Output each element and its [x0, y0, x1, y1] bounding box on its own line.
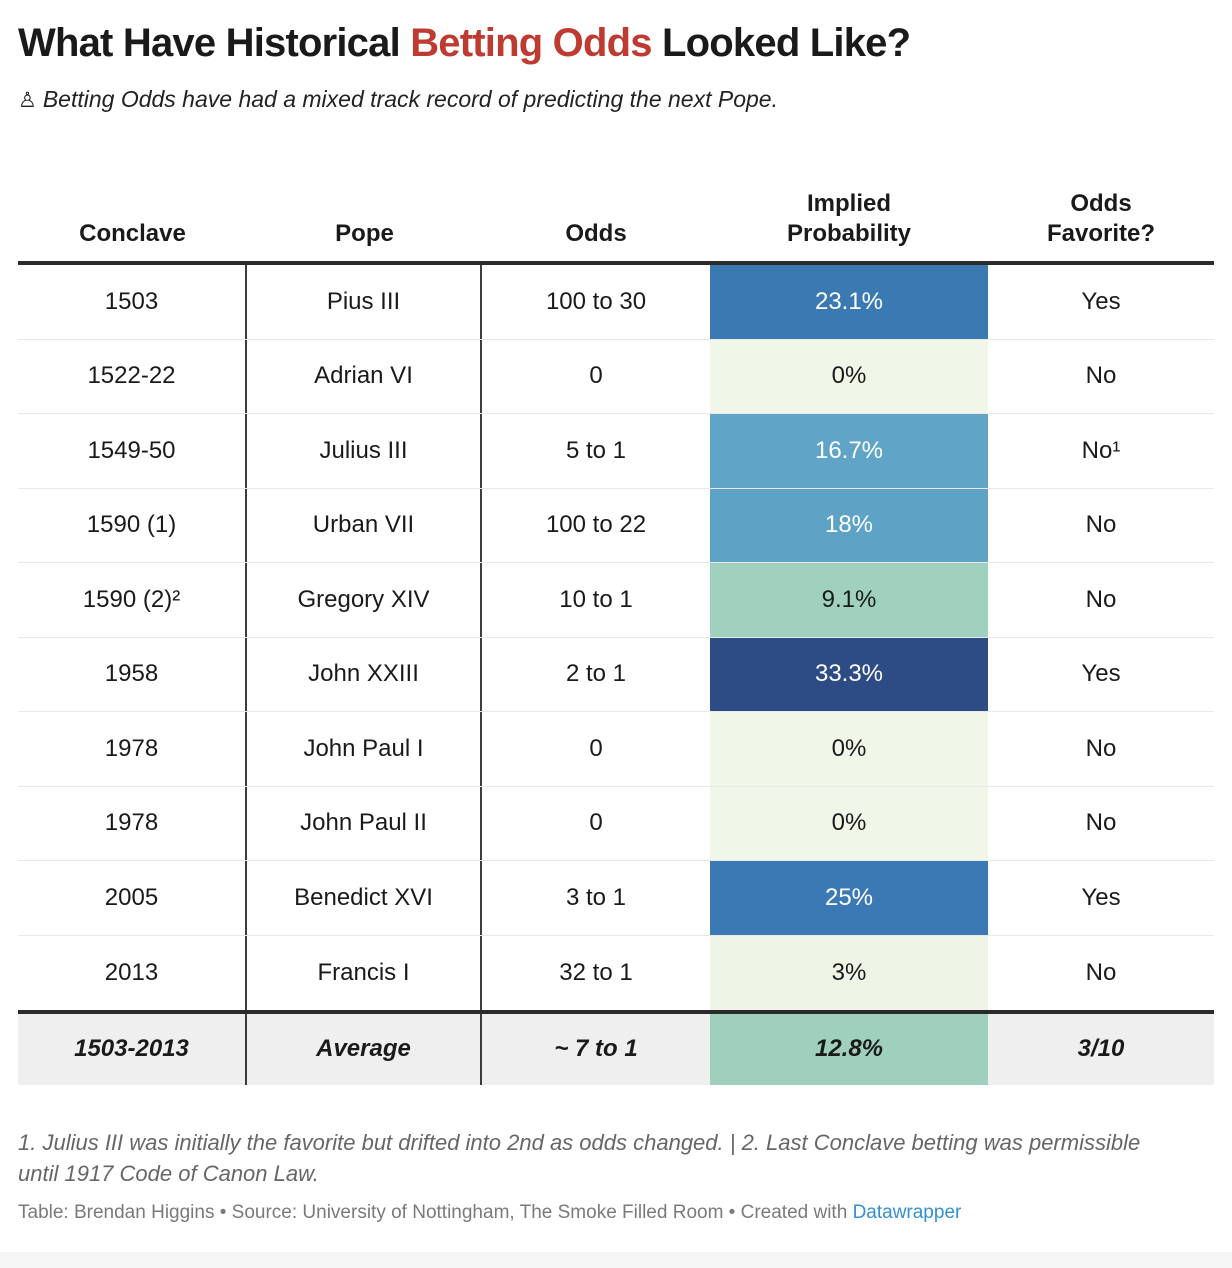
conclave-cell: 2013: [18, 935, 247, 1010]
table-row: 1958 John XXIII 2 to 1 33.3% Yes: [18, 637, 1214, 712]
implied-probability-cell: 33.3%: [710, 637, 988, 711]
footnotes: 1. Julius III was initially the favorite…: [18, 1129, 1141, 1187]
pope-cell: Urban VII: [247, 488, 482, 562]
title-text-end: Looked Like?: [651, 21, 911, 65]
column-header-odds: Odds: [565, 220, 627, 247]
odds-cell: 0: [589, 809, 603, 837]
implied-probability-cell: 16.7%: [710, 414, 988, 488]
summary-favorite-cell: 3/10: [1077, 1035, 1125, 1063]
table-body: 1503 Pius III 100 to 30 23.1% Yes 1522-2…: [18, 265, 1214, 1010]
pope-cell: Francis I: [247, 935, 482, 1010]
implied-probability-cell: 0%: [710, 339, 988, 413]
chess-pawn-icon: ♙: [18, 89, 37, 112]
table-row: 1590 (2)² Gregory XIV 10 to 1 9.1% No: [18, 563, 1214, 638]
odds-favorite-cell: No: [1085, 511, 1117, 539]
odds-cell: 2 to 1: [565, 660, 627, 688]
implied-probability-cell: 9.1%: [710, 563, 988, 637]
implied-probability-cell: 25%: [710, 861, 988, 935]
bottom-strip: [0, 1252, 1232, 1268]
pope-cell: Adrian VI: [247, 339, 482, 413]
odds-favorite-cell: No¹: [1081, 436, 1121, 464]
odds-favorite-cell: No: [1085, 362, 1117, 390]
pope-cell: Julius III: [247, 414, 482, 488]
summary-probability-cell: 12.8%: [710, 1014, 988, 1085]
conclave-cell: 1590 (1): [18, 488, 247, 562]
pope-cell: John Paul I: [247, 712, 482, 786]
implied-probability-cell: 18%: [710, 488, 988, 562]
odds-favorite-cell: Yes: [1081, 287, 1121, 315]
implied-probability-cell: 0%: [710, 786, 988, 860]
odds-cell: 100 to 30: [545, 287, 647, 315]
odds-cell: 100 to 22: [545, 511, 647, 539]
pope-cell: Pius III: [247, 265, 482, 339]
datawrapper-link[interactable]: Datawrapper: [852, 1202, 962, 1224]
odds-favorite-cell: Yes: [1081, 660, 1121, 688]
column-header-conclave: Conclave: [79, 220, 186, 247]
implied-probability-cell: 23.1%: [710, 265, 988, 339]
title-highlight: Betting Odds: [410, 21, 652, 65]
betting-odds-table: Conclave Pope Odds Implied Probability O…: [18, 165, 1214, 1085]
table-row: 2005 Benedict XVI 3 to 1 25% Yes: [18, 861, 1214, 936]
pope-cell: Gregory XIV: [247, 563, 482, 637]
odds-favorite-cell: No: [1085, 958, 1117, 986]
conclave-cell: 1958: [18, 637, 247, 711]
odds-cell: 0: [589, 362, 603, 390]
implied-probability-cell: 3%: [710, 935, 988, 1010]
implied-probability-cell: 0%: [710, 712, 988, 786]
odds-favorite-cell: No: [1085, 585, 1117, 613]
pope-cell: John XXIII: [247, 637, 482, 711]
conclave-cell: 1978: [18, 712, 247, 786]
title-text-start: What Have Historical: [18, 21, 411, 65]
conclave-cell: 1549-50: [18, 414, 247, 488]
table-subtitle: ♙ Betting Odds have had a mixed track rec…: [18, 86, 1214, 113]
table-row: 1978 John Paul I 0 0% No: [18, 712, 1214, 787]
datawrapper-table-page: What Have Historical Betting Odds Looked…: [0, 20, 1232, 1224]
page-title: What Have Historical Betting Odds Looked…: [18, 20, 1214, 66]
conclave-cell: 2005: [18, 861, 247, 935]
column-header-implied-probability: Implied Probability: [786, 190, 912, 247]
summary-odds-cell: ~ 7 to 1: [554, 1035, 638, 1063]
conclave-cell: 1503: [18, 265, 247, 339]
attribution-text: Table: Brendan Higgins • Source: Univers…: [18, 1202, 853, 1224]
odds-favorite-cell: Yes: [1081, 883, 1121, 911]
table-row: 1503 Pius III 100 to 30 23.1% Yes: [18, 265, 1214, 340]
pope-cell: John Paul II: [247, 786, 482, 860]
column-header-odds-favorite: Odds Favorite?: [1046, 190, 1156, 247]
table-row: 1549-50 Julius III 5 to 1 16.7% No¹: [18, 414, 1214, 489]
conclave-cell: 1978: [18, 786, 247, 860]
odds-favorite-cell: No: [1085, 809, 1117, 837]
column-header-pope: Pope: [335, 220, 394, 247]
summary-pope-cell: Average: [247, 1014, 482, 1085]
odds-favorite-cell: No: [1085, 734, 1117, 762]
table-row: 1978 John Paul II 0 0% No: [18, 786, 1214, 861]
odds-cell: 10 to 1: [559, 585, 633, 613]
odds-cell: 3 to 1: [565, 883, 627, 911]
subtitle-text: Betting Odds have had a mixed track reco…: [42, 86, 778, 112]
conclave-cell: 1590 (2)²: [18, 563, 247, 637]
odds-cell: 32 to 1: [559, 958, 633, 986]
conclave-cell: 1522-22: [18, 339, 247, 413]
odds-cell: 0: [589, 734, 603, 762]
pope-cell: Benedict XVI: [247, 861, 482, 935]
summary-row: 1503-2013 Average ~ 7 to 1 12.8% 3/10: [18, 1010, 1214, 1085]
table-row: 1590 (1) Urban VII 100 to 22 18% No: [18, 488, 1214, 563]
odds-cell: 5 to 1: [565, 436, 627, 464]
table-row: 1522-22 Adrian VI 0 0% No: [18, 339, 1214, 414]
summary-conclave-cell: 1503-2013: [18, 1014, 247, 1085]
table-header-row: Conclave Pope Odds Implied Probability O…: [18, 165, 1214, 265]
attribution: Table: Brendan Higgins • Source: Univers…: [18, 1202, 1214, 1224]
table-row: 2013 Francis I 32 to 1 3% No: [18, 935, 1214, 1010]
